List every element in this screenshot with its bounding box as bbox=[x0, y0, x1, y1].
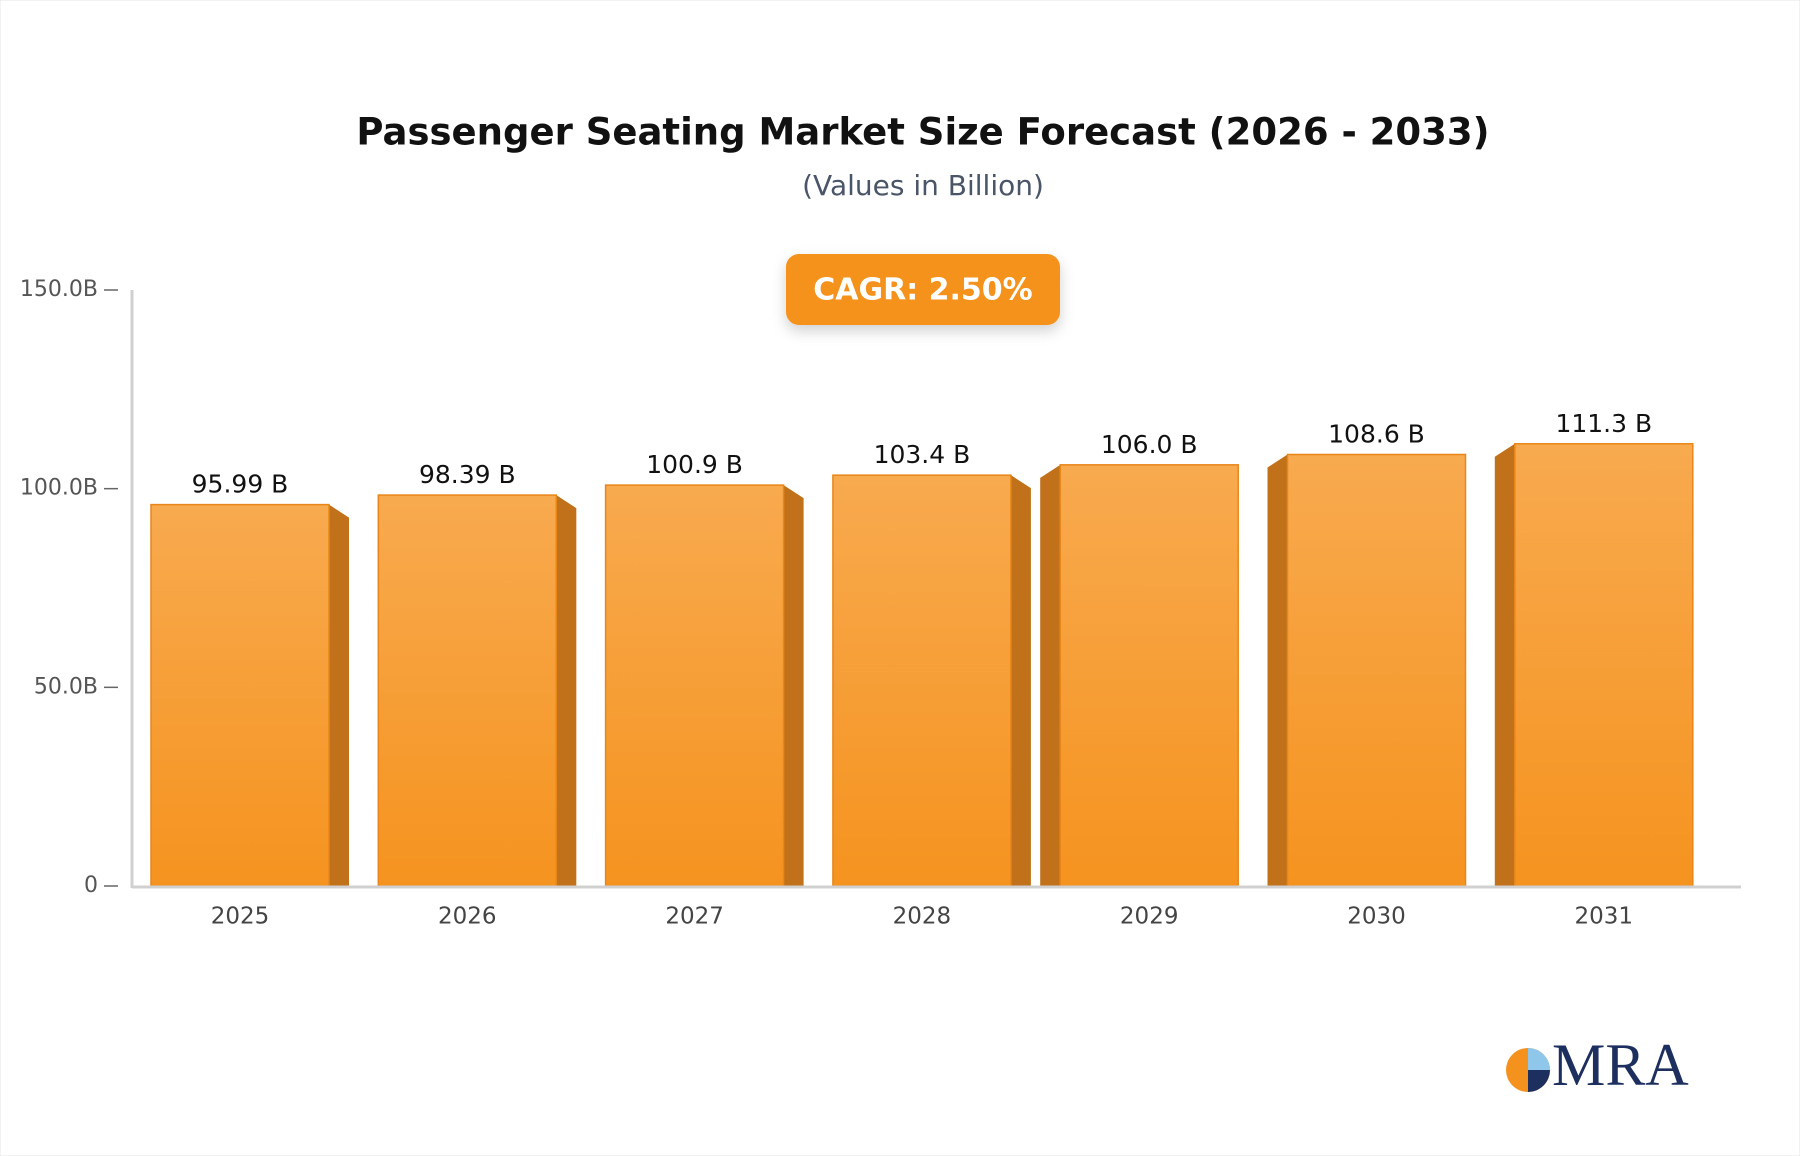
bar-side bbox=[329, 504, 349, 886]
logo-text: MRA bbox=[1552, 1032, 1689, 1098]
plot: 0 50.0B 100.0B 150.0B 95.99 B 2025 98.39 B 2026… bbox=[20, 277, 1741, 930]
bar-side bbox=[1267, 454, 1288, 886]
x-tick-label: 2031 bbox=[1575, 904, 1634, 930]
bar bbox=[1286, 453, 1467, 887]
value-label: 98.39 B bbox=[419, 460, 516, 489]
value-label: 108.6 B bbox=[1328, 419, 1425, 448]
y-tick-label: 100.0B bbox=[20, 476, 98, 501]
logo-slice bbox=[1528, 1048, 1550, 1070]
x-tick-label: 2026 bbox=[438, 904, 497, 930]
x-tick-label: 2025 bbox=[211, 904, 270, 930]
bar-side bbox=[556, 495, 577, 886]
value-label: 95.99 B bbox=[192, 470, 289, 499]
cagr-badge: CAGR: 2.50% bbox=[786, 254, 1060, 325]
value-label: 106.0 B bbox=[1101, 430, 1198, 459]
chart-title: Passenger Seating Market Size Forecast (… bbox=[356, 111, 1489, 154]
y-tick-label: 0 bbox=[84, 873, 98, 898]
chart-subtitle: (Values in Billion) bbox=[802, 169, 1044, 202]
x-tick-label: 2027 bbox=[665, 904, 724, 930]
x-tick-label: 2029 bbox=[1120, 904, 1179, 930]
value-label: 103.4 B bbox=[874, 440, 971, 469]
bar-side bbox=[1040, 464, 1061, 886]
logo: MRA bbox=[1506, 1032, 1689, 1098]
value-label: 100.9 B bbox=[646, 450, 743, 479]
bar bbox=[377, 494, 558, 887]
bar bbox=[1059, 464, 1239, 887]
bar bbox=[1514, 443, 1694, 887]
bar-side bbox=[1494, 443, 1515, 886]
bar bbox=[604, 484, 785, 887]
logo-slice bbox=[1528, 1070, 1550, 1092]
bar-side bbox=[1010, 475, 1031, 886]
badge-box bbox=[786, 254, 1060, 325]
y-tick-label: 150.0B bbox=[20, 277, 98, 302]
value-label: 111.3 B bbox=[1555, 409, 1652, 438]
bar-side bbox=[783, 485, 804, 886]
badge-text: CAGR: 2.50% bbox=[813, 273, 1032, 308]
x-tick-label: 2028 bbox=[893, 904, 952, 930]
x-tick-label: 2030 bbox=[1347, 904, 1406, 930]
bar bbox=[832, 474, 1012, 887]
bar bbox=[150, 503, 330, 887]
y-tick-label: 50.0B bbox=[34, 674, 98, 699]
